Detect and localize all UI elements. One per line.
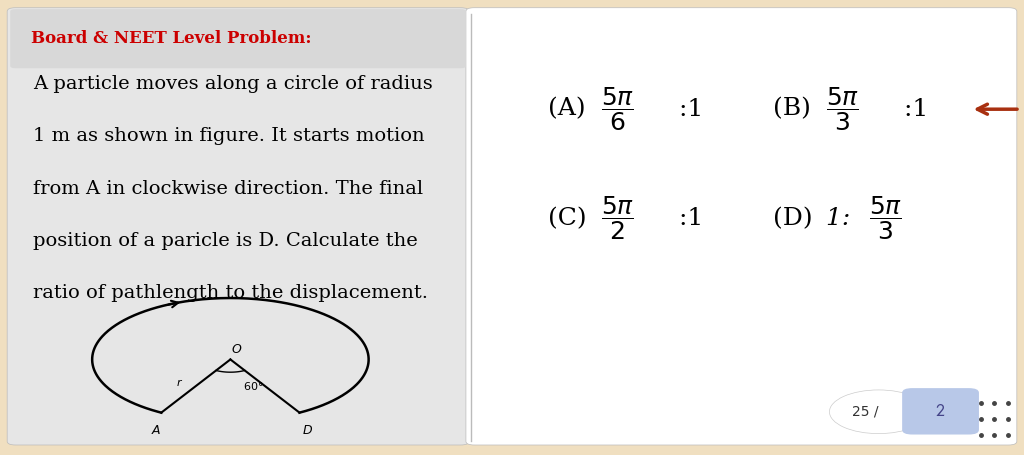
Text: $r$: $r$ bbox=[176, 377, 183, 388]
FancyBboxPatch shape bbox=[7, 8, 469, 445]
Text: $D$: $D$ bbox=[302, 424, 313, 437]
Text: :1: :1 bbox=[896, 98, 928, 121]
FancyBboxPatch shape bbox=[902, 388, 979, 435]
Text: (A): (A) bbox=[548, 98, 586, 121]
Text: $\dfrac{5\pi}{2}$: $\dfrac{5\pi}{2}$ bbox=[601, 194, 635, 243]
FancyBboxPatch shape bbox=[10, 9, 466, 68]
Text: A particle moves along a circle of radius: A particle moves along a circle of radiu… bbox=[33, 75, 432, 93]
Text: 1:: 1: bbox=[826, 207, 858, 230]
Text: :1: :1 bbox=[671, 98, 702, 121]
FancyBboxPatch shape bbox=[466, 8, 1017, 445]
Text: (D): (D) bbox=[773, 207, 813, 230]
Text: Board & NEET Level Problem:: Board & NEET Level Problem: bbox=[31, 30, 311, 47]
Text: (C): (C) bbox=[548, 207, 587, 230]
Text: $\dfrac{5\pi}{3}$: $\dfrac{5\pi}{3}$ bbox=[869, 194, 903, 243]
Text: $A$: $A$ bbox=[151, 424, 162, 437]
Text: 1 m as shown in figure. It starts motion: 1 m as shown in figure. It starts motion bbox=[33, 127, 424, 146]
Text: $60°$: $60°$ bbox=[243, 380, 263, 392]
Text: ratio of pathlength to the displacement.: ratio of pathlength to the displacement. bbox=[33, 284, 428, 303]
Text: $\dfrac{5\pi}{6}$: $\dfrac{5\pi}{6}$ bbox=[601, 85, 635, 133]
Text: $O$: $O$ bbox=[230, 343, 243, 356]
Circle shape bbox=[829, 390, 928, 434]
Text: position of a paricle is D. Calculate the: position of a paricle is D. Calculate th… bbox=[33, 232, 418, 250]
Text: $\dfrac{5\pi}{3}$: $\dfrac{5\pi}{3}$ bbox=[826, 85, 860, 133]
Text: from A in clockwise direction. The final: from A in clockwise direction. The final bbox=[33, 180, 423, 198]
Text: 25 /: 25 / bbox=[852, 405, 879, 419]
Text: (B): (B) bbox=[773, 98, 811, 121]
Text: :1: :1 bbox=[671, 207, 702, 230]
Text: $\mathscr{2}$: $\mathscr{2}$ bbox=[935, 402, 945, 420]
